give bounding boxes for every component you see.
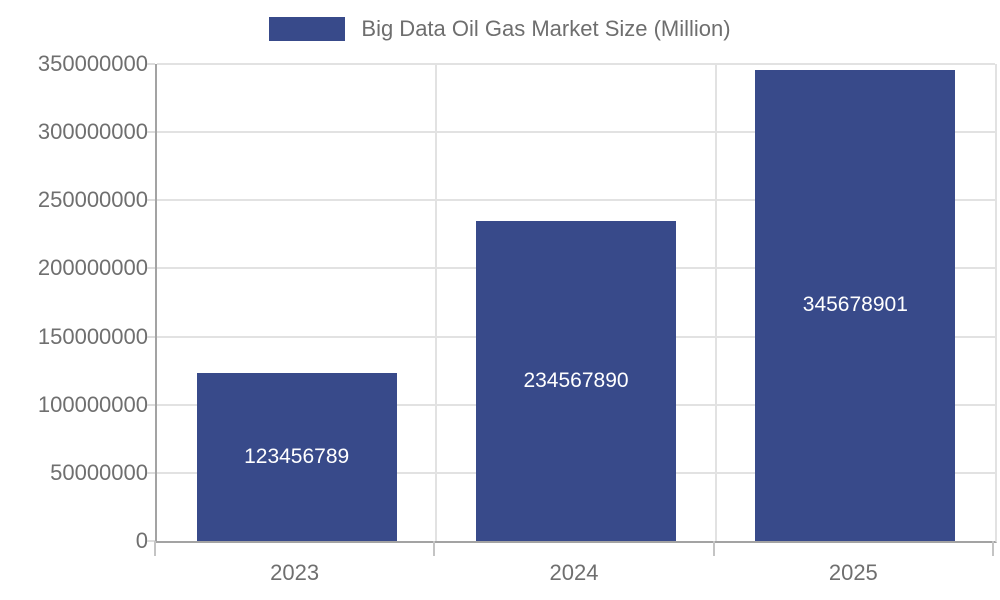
x-tick-mark: [992, 541, 994, 556]
bar: [476, 221, 676, 541]
y-tick-mark: [147, 471, 155, 474]
gridline-horizontal: [157, 63, 995, 65]
gridline-vertical: [435, 64, 438, 541]
y-tick-label: 50000000: [50, 459, 148, 485]
y-tick-mark: [147, 267, 155, 270]
y-tick-mark: [147, 63, 155, 65]
y-tick-label: 350000000: [37, 51, 148, 76]
bar: [755, 69, 956, 541]
y-tick-mark: [147, 335, 155, 338]
gridline-vertical: [714, 64, 717, 541]
y-tick-mark: [147, 403, 155, 406]
bar: [196, 372, 397, 541]
bar-value-label: 345678901: [802, 293, 908, 317]
legend-swatch: [269, 17, 346, 41]
gridline-horizontal: [157, 199, 995, 202]
legend: Big Data Oil Gas Market Size (Million): [0, 16, 1000, 42]
y-tick-label: 300000000: [37, 119, 148, 145]
y-tick-label: 150000000: [37, 323, 148, 349]
y-tick-label: 100000000: [37, 391, 148, 417]
x-tick-mark: [433, 541, 436, 556]
plot-area: 123456789 234567890 345678901: [155, 63, 997, 543]
y-tick-label: 0: [135, 528, 148, 553]
x-tick-label: 2023: [270, 560, 320, 585]
y-tick-label: 250000000: [37, 187, 148, 213]
y-tick-mark: [147, 199, 155, 202]
y-tick-label: 200000000: [37, 255, 148, 281]
x-tick-mark: [712, 541, 715, 556]
x-tick-label: 2025: [828, 560, 878, 585]
y-tick-mark: [147, 540, 155, 542]
legend-label: Big Data Oil Gas Market Size (Million): [361, 16, 731, 41]
y-tick-mark: [147, 131, 155, 134]
gridline-horizontal: [157, 131, 995, 134]
x-tick-label: 2024: [549, 560, 599, 585]
x-tick-mark: [154, 541, 156, 556]
bar-value-label: 234567890: [523, 369, 629, 393]
bar-value-label: 123456789: [244, 444, 350, 468]
